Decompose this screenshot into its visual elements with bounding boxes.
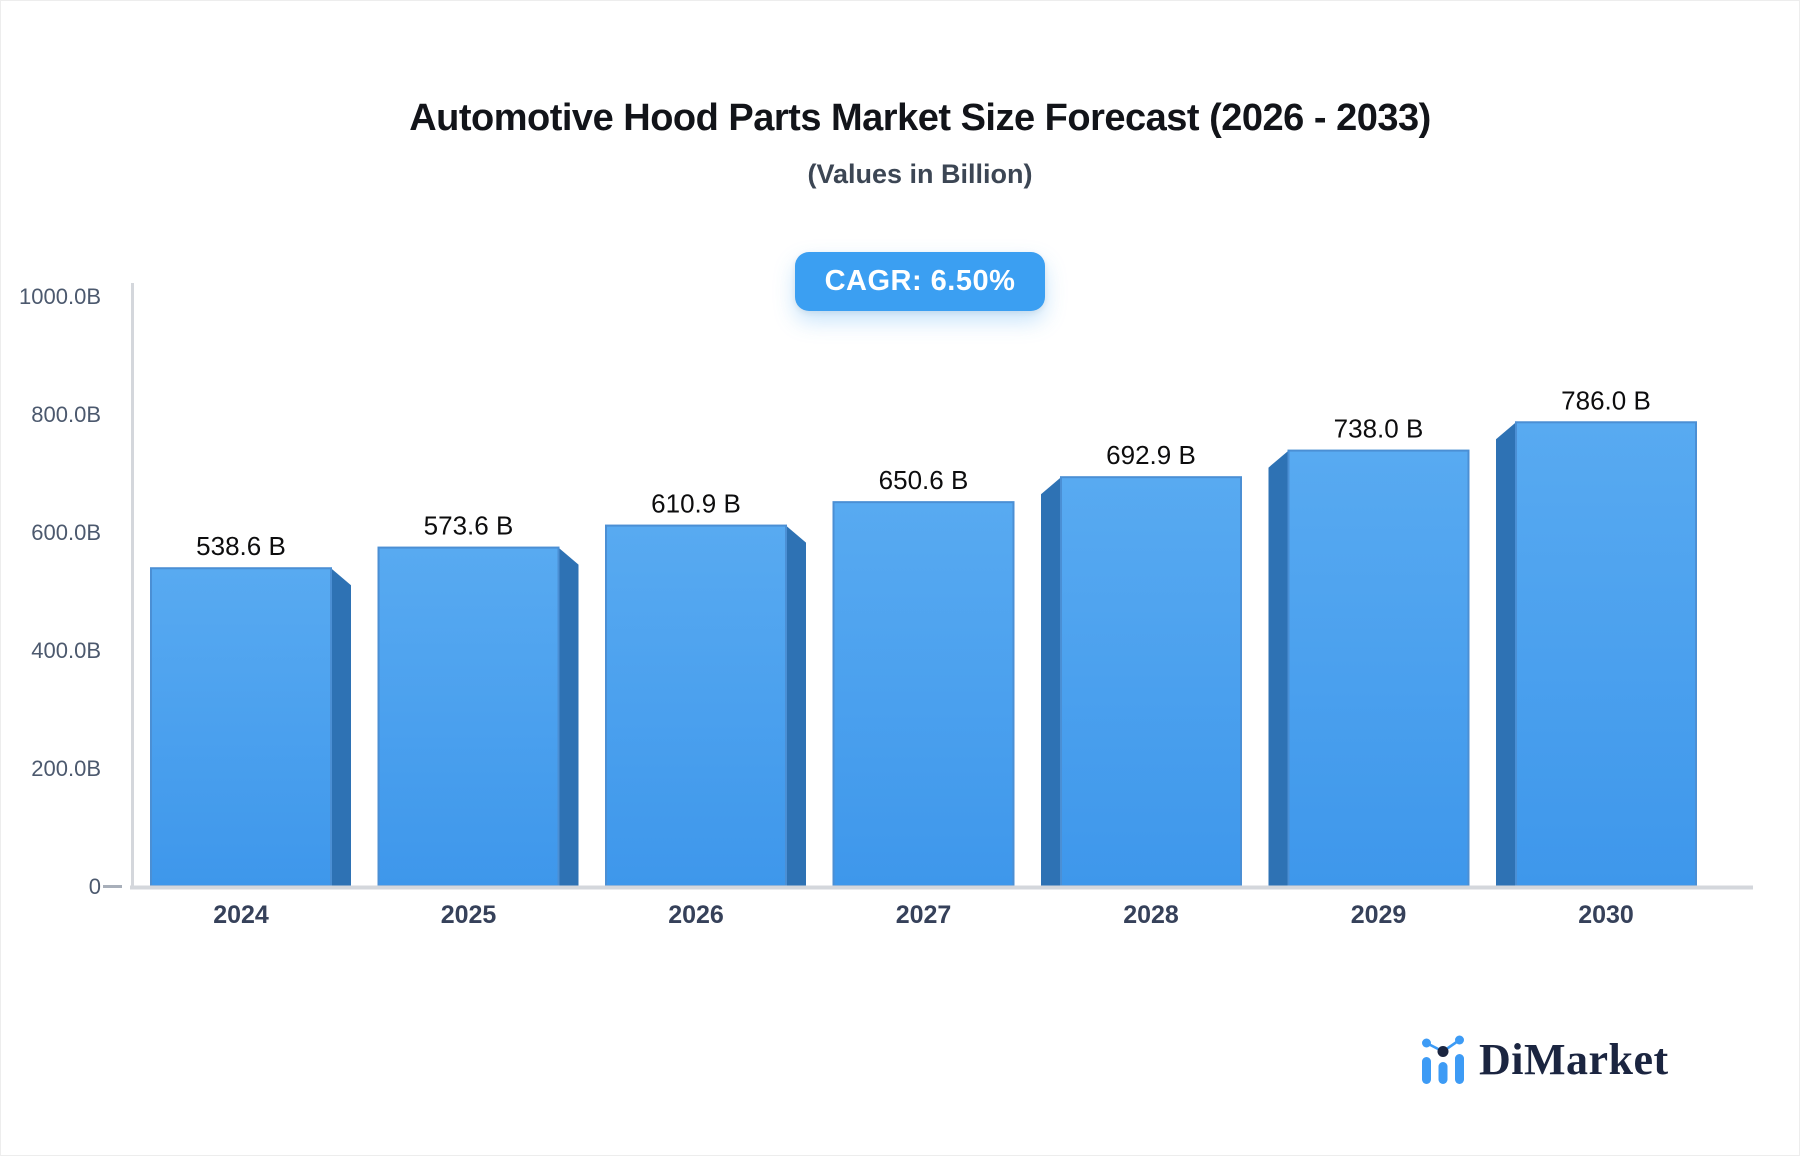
bar-value-label: 692.9 B bbox=[1106, 440, 1196, 470]
bar-value-label: 573.6 B bbox=[424, 511, 514, 541]
logo-bar-left bbox=[1422, 1057, 1431, 1084]
bar-2026 bbox=[605, 524, 787, 887]
logo-bar-right bbox=[1455, 1054, 1464, 1084]
x-tick-label: 2028 bbox=[1123, 901, 1179, 929]
logo-dot-middle bbox=[1437, 1046, 1449, 1057]
chart-title: Automotive Hood Parts Market Size Foreca… bbox=[409, 97, 1431, 139]
x-tick-label: 2029 bbox=[1351, 901, 1407, 929]
chart-subtitle: (Values in Billion) bbox=[807, 158, 1033, 189]
bar-side-right bbox=[786, 525, 806, 886]
bar-value-label: 538.6 B bbox=[196, 531, 286, 561]
bar-value-label: 650.6 B bbox=[879, 465, 969, 495]
bar-chart-logo-icon bbox=[1422, 1035, 1464, 1084]
x-tick-label: 2025 bbox=[441, 901, 497, 929]
y-tick-label: 400.0B bbox=[31, 638, 101, 663]
bar-value-label: 610.9 B bbox=[651, 489, 741, 519]
y-tick-label: 200.0B bbox=[31, 756, 101, 781]
y-tick-label: 1000.0B bbox=[19, 284, 101, 309]
bar-side-left bbox=[1041, 477, 1061, 886]
x-tick-label: 2024 bbox=[213, 901, 269, 929]
x-tick-label: 2026 bbox=[668, 901, 724, 929]
brand-name: DiMarket bbox=[1479, 1035, 1669, 1084]
x-tick-label: 2030 bbox=[1578, 901, 1634, 929]
bar-side-left bbox=[1496, 422, 1516, 886]
brand-logo: DiMarket bbox=[1419, 1033, 1669, 1087]
bar-value-label: 738.0 B bbox=[1334, 414, 1424, 444]
bar-value-label: 786.0 B bbox=[1561, 385, 1651, 415]
bar-side-right bbox=[558, 547, 579, 886]
bar-side-right bbox=[331, 568, 351, 886]
y-tick-label: 600.0B bbox=[31, 520, 101, 545]
y-tick-label: 800.0B bbox=[31, 402, 101, 427]
x-tick-label: 2027 bbox=[896, 901, 952, 929]
cagr-badge: CAGR: 6.50% bbox=[794, 251, 1046, 311]
logo-bar-middle bbox=[1438, 1062, 1448, 1084]
bar-2027 bbox=[832, 501, 1015, 887]
bar-2025 bbox=[377, 546, 560, 887]
chart-header: Automotive Hood Parts Market Size Foreca… bbox=[41, 1, 1799, 311]
logo-dot-left bbox=[1422, 1038, 1431, 1048]
bar-2024 bbox=[150, 567, 332, 887]
bar-2030 bbox=[1515, 421, 1697, 887]
bar-2028 bbox=[1060, 476, 1242, 887]
logo-dot-right bbox=[1455, 1035, 1464, 1045]
bar-2029 bbox=[1287, 449, 1470, 887]
y-tick-label: 0 bbox=[89, 874, 101, 899]
bar-side-left bbox=[1268, 450, 1289, 886]
